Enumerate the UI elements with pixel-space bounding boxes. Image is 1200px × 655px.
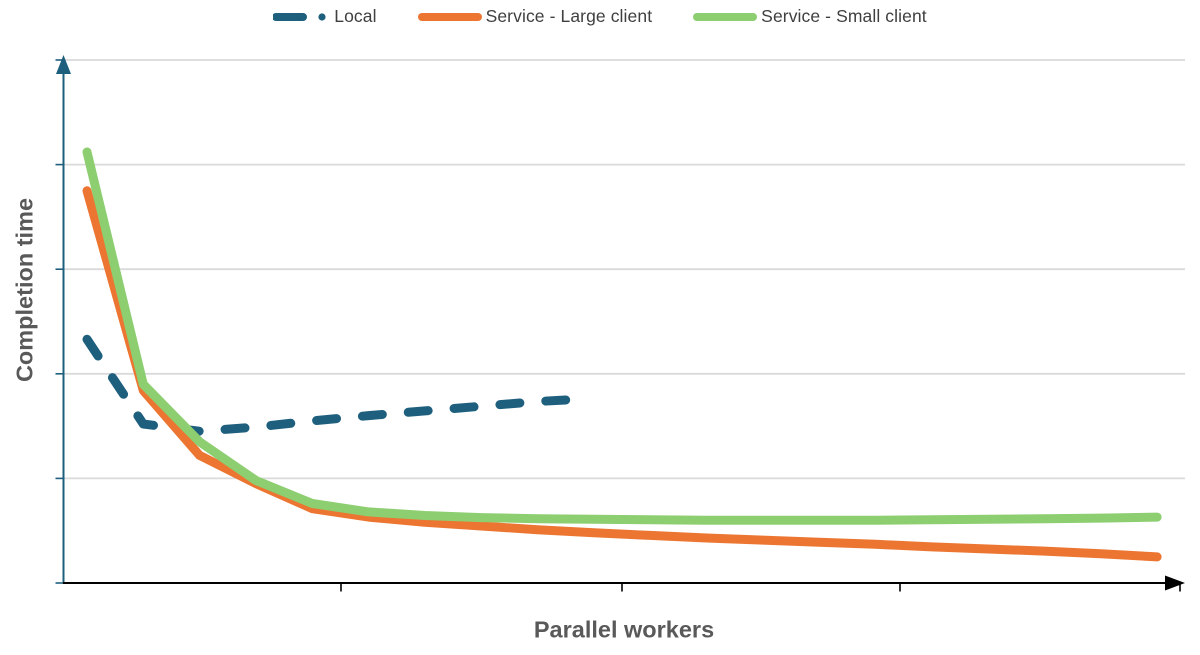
y-axis-title: Completion time [11, 197, 38, 383]
legend-label-local: Local [334, 6, 377, 26]
y-axis-ticks [55, 59, 64, 584]
legend-item-large-client: Service - Large client [417, 6, 653, 27]
x-axis [63, 575, 1185, 592]
x-axis-title: Parallel workers [533, 616, 715, 643]
gridlines [63, 59, 1185, 480]
x-axis-arrow-icon [1165, 575, 1185, 591]
x-axis-ticks [340, 583, 1181, 592]
legend-item-local: Local [273, 6, 376, 27]
y-axis [55, 55, 71, 584]
legend-item-small-client: Service - Small client [692, 6, 927, 27]
legend-label-small-client: Service - Small client [761, 6, 927, 26]
series-lines [82, 147, 1162, 562]
legend-label-large-client: Service - Large client [485, 6, 653, 26]
series-line-service-small-client [82, 147, 1162, 525]
dashed-line-with-dot-icon [273, 12, 326, 21]
y-axis-arrow-icon [56, 55, 71, 74]
solid-line-icon [693, 12, 758, 21]
solid-line-icon [417, 12, 482, 21]
legend: Local Service - Large client Service - S… [0, 6, 1200, 27]
series-line-local [82, 334, 571, 436]
legend-dot-sample [318, 12, 326, 21]
